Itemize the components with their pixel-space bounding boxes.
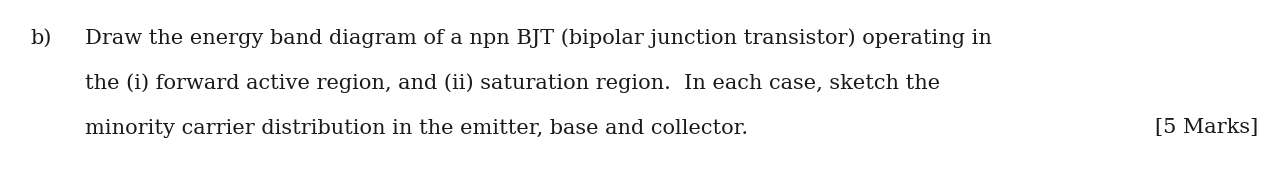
Text: minority carrier distribution in the emitter, base and collector.: minority carrier distribution in the emi… [84, 118, 748, 138]
Text: Draw the energy band diagram of a npn BJT (bipolar junction transistor) operatin: Draw the energy band diagram of a npn BJ… [84, 28, 992, 48]
Text: the (i) forward active region, and (ii) saturation region.  In each case, sketch: the (i) forward active region, and (ii) … [84, 73, 940, 93]
Text: [5 Marks]: [5 Marks] [1155, 118, 1258, 138]
Text: b): b) [29, 29, 51, 47]
